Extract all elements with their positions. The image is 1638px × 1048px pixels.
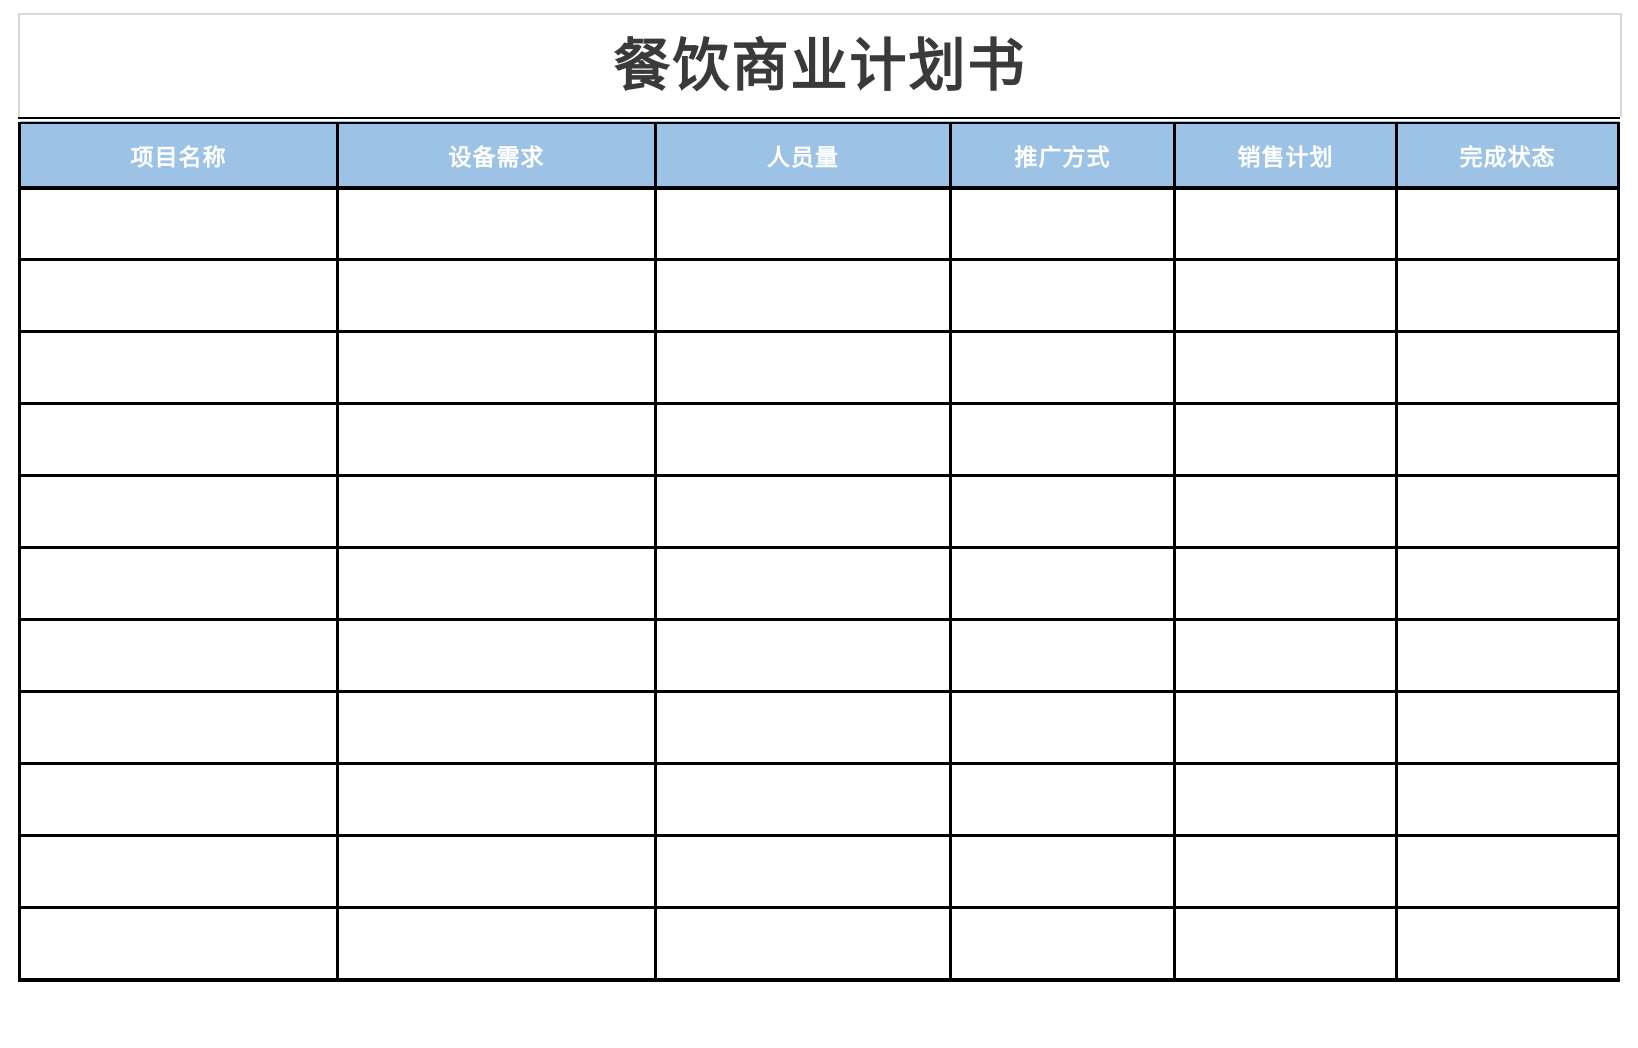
table-cell[interactable] [1172, 690, 1399, 765]
table-cell[interactable] [17, 258, 340, 333]
column-header: 人员量 [653, 117, 953, 190]
table-cell[interactable] [336, 474, 657, 549]
table-cell[interactable] [1395, 546, 1620, 621]
table-cell[interactable] [336, 330, 657, 405]
column-header: 完成状态 [1395, 117, 1620, 190]
table-cell[interactable] [1172, 762, 1399, 837]
table-row [17, 330, 1620, 405]
table-row [17, 186, 1620, 261]
table-cell[interactable] [653, 618, 953, 693]
table-cell[interactable] [336, 186, 657, 261]
table-row [17, 258, 1620, 333]
table-cell[interactable] [949, 906, 1176, 982]
table-cell[interactable] [653, 402, 953, 477]
table-row [17, 834, 1620, 909]
table-cell[interactable] [1172, 618, 1399, 693]
table-cell[interactable] [1395, 402, 1620, 477]
table-row [17, 474, 1620, 549]
table-cell[interactable] [336, 906, 657, 982]
table-cell[interactable] [1172, 186, 1399, 261]
table-cell[interactable] [17, 474, 340, 549]
table-cell[interactable] [336, 762, 657, 837]
table-cell[interactable] [1172, 906, 1399, 982]
table-cell[interactable] [336, 834, 657, 909]
table-cell[interactable] [1395, 186, 1620, 261]
table-cell[interactable] [949, 834, 1176, 909]
table-cell[interactable] [17, 906, 340, 982]
table-body [17, 186, 1620, 982]
table-cell[interactable] [1395, 906, 1620, 982]
table-cell[interactable] [1172, 402, 1399, 477]
column-header: 销售计划 [1172, 117, 1399, 190]
table-row [17, 690, 1620, 765]
column-header: 设备需求 [336, 117, 657, 190]
table-cell[interactable] [17, 330, 340, 405]
table-cell[interactable] [1172, 834, 1399, 909]
table-cell[interactable] [1172, 474, 1399, 549]
table-cell[interactable] [1395, 258, 1620, 333]
table-cell[interactable] [949, 186, 1176, 261]
header-row: 项目名称 设备需求 人员量 推广方式 销售计划 完成状态 [17, 117, 1620, 190]
table-cell[interactable] [653, 546, 953, 621]
table-row [17, 402, 1620, 477]
table-cell[interactable] [1172, 258, 1399, 333]
table-cell[interactable] [653, 186, 953, 261]
table-cell[interactable] [653, 762, 953, 837]
column-header: 项目名称 [17, 117, 340, 190]
table-cell[interactable] [949, 258, 1176, 333]
table-cell[interactable] [1395, 474, 1620, 549]
table-cell[interactable] [336, 258, 657, 333]
table-cell[interactable] [1395, 834, 1620, 909]
table-cell[interactable] [949, 690, 1176, 765]
table-cell[interactable] [17, 546, 340, 621]
table-row [17, 762, 1620, 837]
table-row [17, 618, 1620, 693]
table-cell[interactable] [1172, 546, 1399, 621]
table-cell[interactable] [949, 402, 1176, 477]
table-cell[interactable] [1172, 330, 1399, 405]
page-title: 餐饮商业计划书 [613, 33, 1027, 98]
table-cell[interactable] [1395, 618, 1620, 693]
table-cell[interactable] [336, 618, 657, 693]
table-cell[interactable] [17, 762, 340, 837]
business-plan-table: 项目名称 设备需求 人员量 推广方式 销售计划 完成状态 [17, 117, 1620, 982]
table-cell[interactable] [949, 330, 1176, 405]
table-cell[interactable] [1395, 762, 1620, 837]
column-header: 推广方式 [949, 117, 1176, 190]
table-cell[interactable] [653, 906, 953, 982]
title-bar: 餐饮商业计划书 [18, 13, 1622, 117]
table-cell[interactable] [336, 546, 657, 621]
table-row [17, 546, 1620, 621]
table-cell[interactable] [949, 618, 1176, 693]
table-cell[interactable] [17, 402, 340, 477]
table-cell[interactable] [1395, 330, 1620, 405]
table-cell[interactable] [336, 690, 657, 765]
table-cell[interactable] [17, 834, 340, 909]
table-cell[interactable] [653, 474, 953, 549]
table-cell[interactable] [949, 474, 1176, 549]
table-cell[interactable] [1395, 690, 1620, 765]
table-cell[interactable] [17, 618, 340, 693]
table-cell[interactable] [17, 186, 340, 261]
table-cell[interactable] [949, 762, 1176, 837]
table-cell[interactable] [653, 330, 953, 405]
table-cell[interactable] [653, 258, 953, 333]
table-row [17, 906, 1620, 982]
table-cell[interactable] [653, 690, 953, 765]
table-cell[interactable] [949, 546, 1176, 621]
table-cell[interactable] [17, 690, 340, 765]
table-cell[interactable] [653, 834, 953, 909]
table-cell[interactable] [336, 402, 657, 477]
